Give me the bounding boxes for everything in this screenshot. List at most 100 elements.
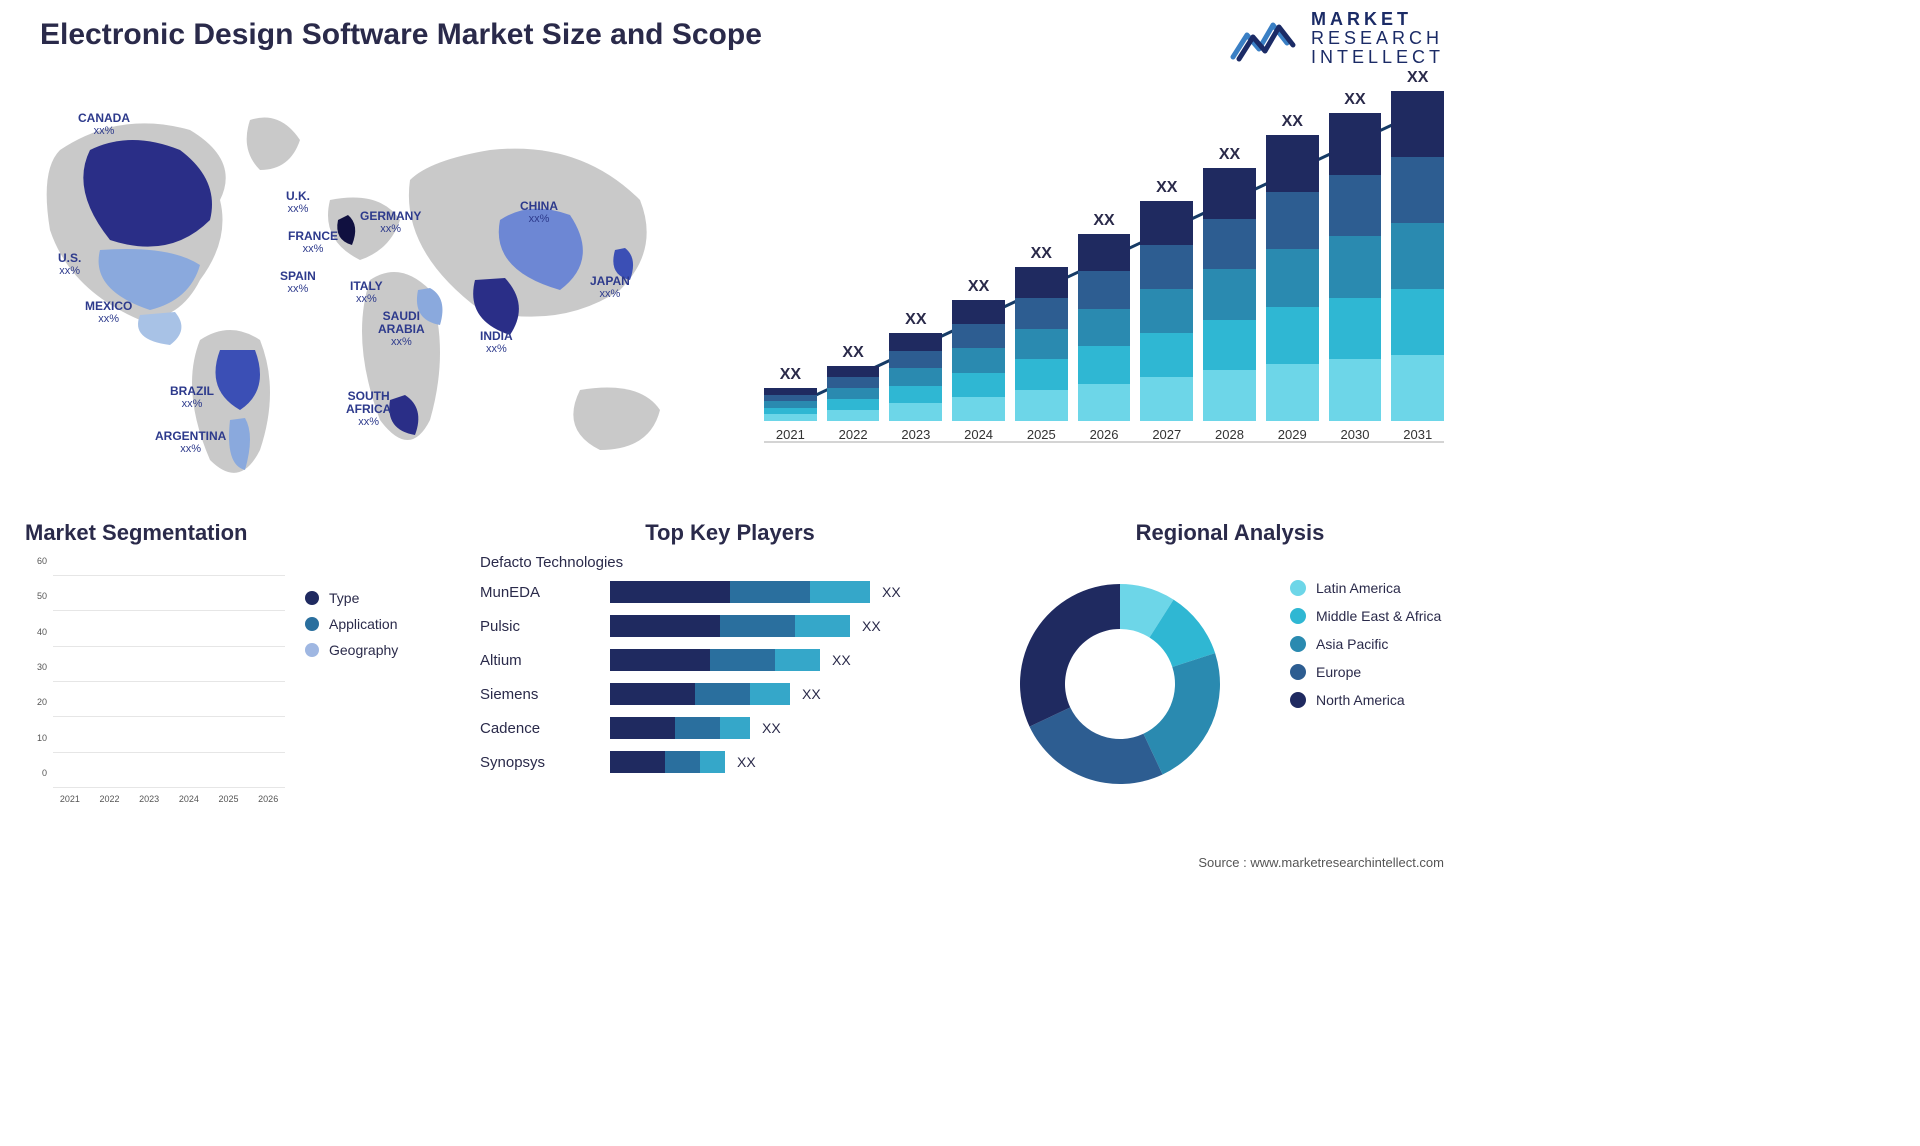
map-label: CANADAxx% [78, 112, 130, 137]
legend-item: North America [1290, 692, 1460, 708]
growth-bar: XX 2021 [764, 366, 817, 442]
regional-donut-chart [1000, 564, 1240, 804]
key-player-value: XX [762, 720, 781, 736]
key-players-panel: Top Key Players Defacto Technologies Mun… [480, 520, 980, 820]
growth-x-label: 2022 [839, 427, 868, 442]
growth-x-label: 2028 [1215, 427, 1244, 442]
key-player-row: Cadence XX [480, 711, 980, 745]
key-player-name: Cadence [480, 720, 610, 737]
legend-item: Asia Pacific [1290, 636, 1460, 652]
growth-bar: XX 2024 [952, 278, 1005, 442]
growth-bar: XX 2028 [1203, 146, 1256, 442]
legend-item: Latin America [1290, 580, 1460, 596]
key-player-value: XX [882, 584, 901, 600]
key-player-row: Synopsys XX [480, 745, 980, 779]
key-player-name: MunEDA [480, 584, 610, 601]
growth-bar-label: XX [1282, 113, 1303, 131]
brand-logo: MARKET RESEARCH INTELLECT [1229, 10, 1444, 67]
growth-bar-label: XX [1031, 245, 1052, 263]
map-label: BRAZILxx% [170, 385, 214, 410]
key-player-row: Pulsic XX [480, 609, 980, 643]
legend-item: Middle East & Africa [1290, 608, 1460, 624]
growth-x-label: 2025 [1027, 427, 1056, 442]
growth-bar: XX 2025 [1015, 245, 1068, 442]
segmentation-x-label: 2024 [179, 794, 199, 804]
map-label: SPAINxx% [280, 270, 316, 295]
segmentation-x-label: 2025 [219, 794, 239, 804]
key-players-subtitle: Defacto Technologies [480, 554, 980, 571]
map-label: ITALYxx% [350, 280, 383, 305]
growth-bar: XX 2029 [1266, 113, 1319, 442]
map-label: CHINAxx% [520, 200, 558, 225]
growth-bar-label: XX [1093, 212, 1114, 230]
growth-x-label: 2021 [776, 427, 805, 442]
segmentation-chart: 0102030405060 202120222023202420252026 [25, 568, 285, 808]
segmentation-x-label: 2021 [60, 794, 80, 804]
regional-panel: Regional Analysis Latin America Middle Ea… [1000, 520, 1460, 820]
map-label: MEXICOxx% [85, 300, 132, 325]
growth-x-label: 2029 [1278, 427, 1307, 442]
regional-legend: Latin America Middle East & Africa Asia Pa… [1290, 568, 1460, 720]
page-title: Electronic Design Software Market Size a… [40, 18, 762, 52]
map-label: FRANCExx% [288, 230, 338, 255]
source-attribution: Source : www.marketresearchintellect.com [1198, 855, 1444, 870]
map-label: INDIAxx% [480, 330, 513, 355]
legend-item: Application [305, 616, 398, 632]
segmentation-x-label: 2023 [139, 794, 159, 804]
growth-bar-label: XX [780, 366, 801, 384]
segmentation-panel: Market Segmentation 0102030405060 202120… [25, 520, 455, 820]
regional-title: Regional Analysis [1000, 520, 1460, 546]
key-player-name: Siemens [480, 686, 610, 703]
key-player-value: XX [802, 686, 821, 702]
key-player-row: Altium XX [480, 643, 980, 677]
growth-bar: XX 2031 [1391, 69, 1444, 442]
segmentation-x-label: 2026 [258, 794, 278, 804]
legend-item: Type [305, 590, 398, 606]
logo-text-1: MARKET [1311, 10, 1444, 29]
key-player-value: XX [737, 754, 756, 770]
map-label: SOUTHAFRICAxx% [346, 390, 391, 428]
legend-item: Europe [1290, 664, 1460, 680]
growth-bar-label: XX [1344, 91, 1365, 109]
growth-bar: XX 2022 [827, 344, 880, 442]
growth-x-label: 2024 [964, 427, 993, 442]
map-label: SAUDIARABIAxx% [378, 310, 425, 348]
key-player-name: Altium [480, 652, 610, 669]
legend-item: Geography [305, 642, 398, 658]
growth-bar: XX 2023 [889, 311, 942, 442]
growth-bar-label: XX [842, 344, 863, 362]
growth-bar: XX 2027 [1140, 179, 1193, 442]
key-player-value: XX [862, 618, 881, 634]
growth-bar: XX 2026 [1078, 212, 1131, 442]
growth-bar: XX 2030 [1329, 91, 1382, 442]
growth-x-label: 2027 [1152, 427, 1181, 442]
key-player-row: Siemens XX [480, 677, 980, 711]
key-player-name: Synopsys [480, 754, 610, 771]
segmentation-x-label: 2022 [99, 794, 119, 804]
segmentation-title: Market Segmentation [25, 520, 455, 546]
growth-bar-label: XX [1156, 179, 1177, 197]
map-label: ARGENTINAxx% [155, 430, 226, 455]
growth-x-label: 2031 [1403, 427, 1432, 442]
map-label: U.S.xx% [58, 252, 81, 277]
logo-text-3: INTELLECT [1311, 48, 1444, 67]
growth-bar-label: XX [905, 311, 926, 329]
growth-chart: XX 2021 XX 2022 XX 2023 XX 2024 XX 2025 XX 2026 XX 20… [764, 90, 1444, 470]
key-players-title: Top Key Players [480, 520, 980, 546]
key-player-value: XX [832, 652, 851, 668]
map-label: U.K.xx% [286, 190, 310, 215]
growth-bar-label: XX [1219, 146, 1240, 164]
key-player-row: MunEDA XX [480, 575, 980, 609]
growth-bar-label: XX [968, 278, 989, 296]
key-player-name: Pulsic [480, 618, 610, 635]
logo-mark-icon [1229, 13, 1299, 63]
segmentation-legend: Type Application Geography [305, 580, 398, 668]
map-label: GERMANYxx% [360, 210, 421, 235]
logo-text-2: RESEARCH [1311, 29, 1444, 48]
growth-x-label: 2026 [1090, 427, 1119, 442]
growth-x-label: 2030 [1341, 427, 1370, 442]
growth-bar-label: XX [1407, 69, 1428, 87]
world-map: CANADAxx% U.S.xx%MEXICOxx% BRAZILxx% ARGENT… [20, 90, 720, 490]
map-label: JAPANxx% [590, 275, 630, 300]
growth-x-label: 2023 [901, 427, 930, 442]
